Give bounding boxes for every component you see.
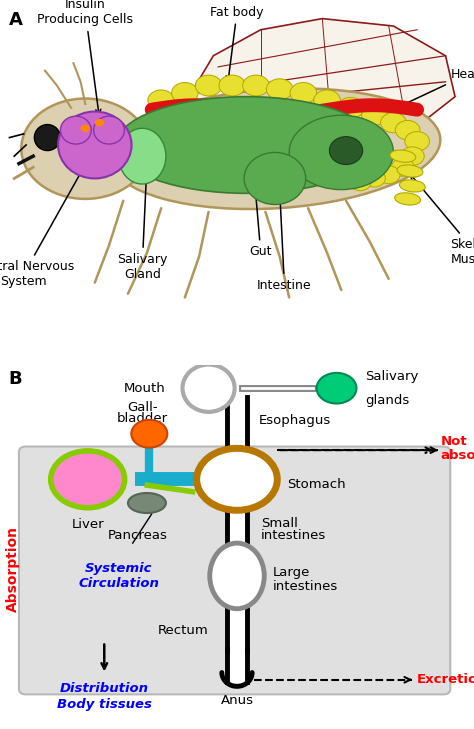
- Ellipse shape: [58, 112, 132, 179]
- Circle shape: [195, 75, 222, 96]
- Ellipse shape: [182, 364, 235, 412]
- Text: Esophagus: Esophagus: [258, 415, 330, 427]
- Ellipse shape: [34, 125, 61, 151]
- Text: Pancreas: Pancreas: [108, 529, 167, 542]
- Text: Excretion: Excretion: [417, 674, 474, 686]
- Circle shape: [148, 90, 174, 111]
- Circle shape: [349, 174, 371, 191]
- Text: Body tissues: Body tissues: [57, 698, 152, 711]
- Circle shape: [314, 90, 340, 111]
- Text: absorbed: absorbed: [441, 449, 474, 462]
- Text: Salivary
Gland: Salivary Gland: [117, 168, 167, 281]
- Text: Small: Small: [261, 517, 298, 529]
- Ellipse shape: [116, 97, 377, 193]
- Ellipse shape: [390, 150, 416, 163]
- Ellipse shape: [400, 180, 425, 192]
- Ellipse shape: [329, 136, 363, 165]
- Text: Liver: Liver: [72, 518, 104, 531]
- Circle shape: [381, 113, 406, 133]
- Circle shape: [395, 120, 420, 140]
- Text: Heart: Heart: [393, 68, 474, 110]
- Text: Mouth: Mouth: [124, 382, 166, 394]
- Circle shape: [243, 75, 269, 96]
- Text: B: B: [9, 370, 22, 388]
- Circle shape: [392, 158, 414, 176]
- Ellipse shape: [397, 165, 423, 177]
- Text: Distribution: Distribution: [60, 682, 149, 695]
- Text: bladder: bladder: [117, 412, 168, 424]
- Text: Skeletal
Muscle: Skeletal Muscle: [410, 174, 474, 266]
- Text: Fat body: Fat body: [210, 6, 264, 81]
- Ellipse shape: [94, 116, 124, 144]
- Polygon shape: [180, 19, 455, 134]
- Text: Large: Large: [273, 566, 310, 579]
- Circle shape: [172, 82, 198, 104]
- Circle shape: [95, 119, 104, 126]
- Circle shape: [362, 105, 387, 125]
- Circle shape: [197, 448, 277, 510]
- Ellipse shape: [289, 115, 393, 190]
- Text: glands: glands: [365, 394, 409, 407]
- Ellipse shape: [210, 543, 264, 609]
- Text: Intestine: Intestine: [257, 194, 312, 292]
- Text: Not: Not: [441, 434, 467, 448]
- Circle shape: [290, 82, 317, 104]
- Text: A: A: [9, 11, 22, 29]
- FancyBboxPatch shape: [19, 446, 450, 694]
- Circle shape: [21, 98, 149, 199]
- Ellipse shape: [244, 152, 306, 205]
- Text: Gut: Gut: [249, 146, 272, 258]
- Circle shape: [219, 75, 246, 96]
- Ellipse shape: [61, 116, 91, 144]
- Ellipse shape: [395, 192, 420, 205]
- Text: Stomach: Stomach: [287, 478, 346, 491]
- Circle shape: [364, 170, 385, 187]
- Text: Rectum: Rectum: [158, 624, 209, 637]
- Circle shape: [405, 132, 429, 151]
- Ellipse shape: [109, 88, 440, 209]
- Text: Insulin
Producing Cells: Insulin Producing Cells: [37, 0, 133, 114]
- Text: Absorption: Absorption: [6, 526, 20, 612]
- Circle shape: [401, 147, 424, 165]
- Text: intestines: intestines: [261, 529, 326, 542]
- Ellipse shape: [128, 493, 166, 513]
- Text: intestines: intestines: [273, 580, 338, 593]
- Circle shape: [317, 373, 356, 404]
- Text: Gall-: Gall-: [127, 401, 157, 414]
- Ellipse shape: [118, 128, 166, 184]
- Text: Central Nervous
System: Central Nervous System: [0, 160, 88, 288]
- Circle shape: [51, 451, 125, 507]
- Circle shape: [131, 420, 167, 448]
- Circle shape: [81, 125, 90, 132]
- Circle shape: [337, 98, 364, 118]
- Text: Salivary: Salivary: [365, 370, 419, 383]
- Circle shape: [266, 79, 293, 100]
- Text: Anus: Anus: [220, 694, 254, 707]
- Text: Systemic
Circulation: Systemic Circulation: [78, 562, 159, 590]
- Circle shape: [377, 165, 400, 184]
